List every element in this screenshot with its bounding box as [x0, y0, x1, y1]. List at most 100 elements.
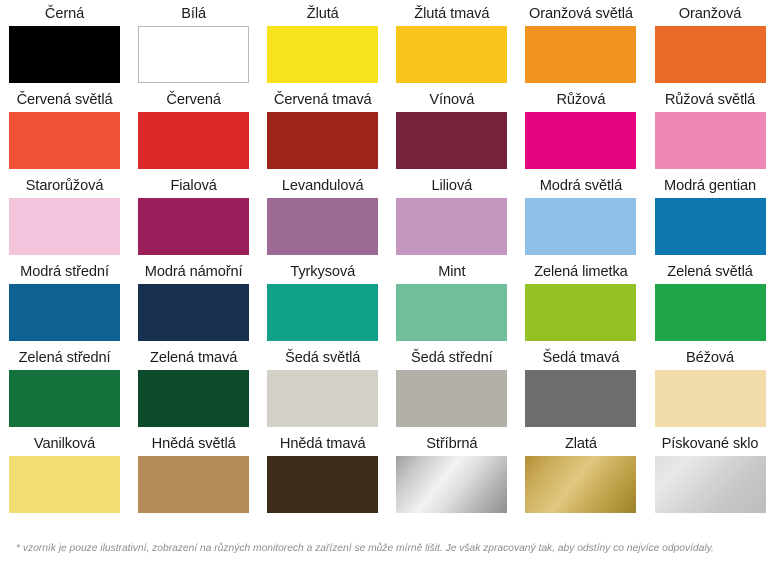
- swatch-cell[interactable]: Starorůžová: [0, 176, 129, 262]
- swatch-cell[interactable]: Hnědá světlá: [129, 434, 258, 520]
- swatch-chip[interactable]: [396, 112, 508, 169]
- swatch-chip[interactable]: [267, 456, 379, 513]
- swatch-chip[interactable]: [9, 198, 121, 255]
- swatch-cell[interactable]: Růžová světlá: [645, 90, 774, 176]
- swatch-cell[interactable]: Červená světlá: [0, 90, 129, 176]
- swatch-chip[interactable]: [396, 284, 508, 341]
- swatch-cell[interactable]: Tyrkysová: [258, 262, 387, 348]
- swatch-chip[interactable]: [654, 284, 766, 341]
- swatch-label: Levandulová: [281, 178, 364, 194]
- swatch-chip[interactable]: [9, 284, 121, 341]
- swatch-chip[interactable]: [525, 456, 637, 513]
- swatch-cell[interactable]: Modrá gentian: [645, 176, 774, 262]
- swatch-cell[interactable]: Stříbrná: [387, 434, 516, 520]
- swatch-cell[interactable]: Béžová: [645, 348, 774, 434]
- swatch-cell[interactable]: Zelená střední: [0, 348, 129, 434]
- swatch-cell[interactable]: Oranžová světlá: [516, 4, 645, 90]
- swatch-label: Zelená tmavá: [150, 350, 238, 366]
- swatch-cell[interactable]: Šedá světlá: [258, 348, 387, 434]
- swatch-label: Tyrkysová: [290, 264, 356, 280]
- swatch-label: Hnědá světlá: [151, 436, 236, 452]
- swatch-label: Červená světlá: [16, 92, 113, 108]
- swatch-cell[interactable]: Šedá tmavá: [516, 348, 645, 434]
- swatch-label: Růžová: [556, 92, 606, 108]
- swatch-cell[interactable]: Zelená limetka: [516, 262, 645, 348]
- swatch-label: Béžová: [685, 350, 735, 366]
- swatch-chip[interactable]: [267, 198, 379, 255]
- swatch-chip[interactable]: [525, 284, 637, 341]
- swatch-cell[interactable]: Vanilková: [0, 434, 129, 520]
- swatch-label: Modrá námořní: [144, 264, 243, 280]
- swatch-chip[interactable]: [396, 370, 508, 427]
- swatch-label: Oranžová: [678, 6, 742, 22]
- swatch-label: Liliová: [431, 178, 473, 194]
- swatch-chip[interactable]: [525, 198, 637, 255]
- swatch-chip[interactable]: [267, 284, 379, 341]
- swatch-label: Zelená světlá: [667, 264, 753, 280]
- swatch-cell[interactable]: Hnědá tmavá: [258, 434, 387, 520]
- swatch-cell[interactable]: Mint: [387, 262, 516, 348]
- swatch-cell[interactable]: Zelená světlá: [645, 262, 774, 348]
- swatch-chip[interactable]: [9, 112, 121, 169]
- swatch-chip[interactable]: [138, 370, 250, 427]
- swatch-cell[interactable]: Oranžová: [645, 4, 774, 90]
- swatch-label: Zelená limetka: [534, 264, 628, 280]
- swatch-chip[interactable]: [654, 456, 766, 513]
- swatch-chip[interactable]: [9, 456, 121, 513]
- swatch-cell[interactable]: Modrá světlá: [516, 176, 645, 262]
- swatch-cell[interactable]: Liliová: [387, 176, 516, 262]
- swatch-cell[interactable]: Červená tmavá: [258, 90, 387, 176]
- swatch-chip[interactable]: [138, 456, 250, 513]
- swatch-label: Šedá tmavá: [542, 350, 620, 366]
- swatch-label: Starorůžová: [25, 178, 104, 194]
- swatch-chip[interactable]: [9, 26, 121, 83]
- swatch-chip[interactable]: [138, 284, 250, 341]
- swatch-label: Černá: [44, 6, 85, 22]
- color-swatch-grid: Černá Bílá Žlutá Žlutá tmavá Oranžová světlá…: [0, 4, 774, 520]
- swatch-cell[interactable]: Zelená tmavá: [129, 348, 258, 434]
- swatch-label: Vínová: [429, 92, 475, 108]
- swatch-cell[interactable]: Černá: [0, 4, 129, 90]
- swatch-chip[interactable]: [396, 26, 508, 83]
- swatch-cell[interactable]: Fialová: [129, 176, 258, 262]
- swatch-cell[interactable]: Červená: [129, 90, 258, 176]
- swatch-cell[interactable]: Pískované sklo: [645, 434, 774, 520]
- swatch-cell[interactable]: Vínová: [387, 90, 516, 176]
- swatch-label: Zelená střední: [18, 350, 111, 366]
- swatch-label: Pískované sklo: [661, 436, 759, 452]
- swatch-chip[interactable]: [654, 112, 766, 169]
- swatch-chip[interactable]: [654, 198, 766, 255]
- swatch-cell[interactable]: Bílá: [129, 4, 258, 90]
- swatch-label: Mint: [438, 264, 466, 280]
- swatch-chip[interactable]: [525, 370, 637, 427]
- swatch-chip[interactable]: [9, 370, 121, 427]
- swatch-chip[interactable]: [138, 26, 250, 83]
- swatch-chip[interactable]: [525, 112, 637, 169]
- swatch-chip[interactable]: [267, 370, 379, 427]
- swatch-chip[interactable]: [396, 198, 508, 255]
- swatch-cell[interactable]: Modrá střední: [0, 262, 129, 348]
- swatch-label: Žlutá tmavá: [414, 6, 490, 22]
- swatch-label: Červená tmavá: [273, 92, 372, 108]
- swatch-chip[interactable]: [138, 112, 250, 169]
- swatch-chip[interactable]: [396, 456, 508, 513]
- swatch-chip[interactable]: [654, 370, 766, 427]
- swatch-label: Růžová světlá: [664, 92, 756, 108]
- swatch-cell[interactable]: Zlatá: [516, 434, 645, 520]
- swatch-cell[interactable]: Levandulová: [258, 176, 387, 262]
- swatch-chip[interactable]: [525, 26, 637, 83]
- swatch-cell[interactable]: Modrá námořní: [129, 262, 258, 348]
- swatch-chip[interactable]: [138, 198, 250, 255]
- swatch-cell[interactable]: Žlutá tmavá: [387, 4, 516, 90]
- swatch-label: Modrá světlá: [539, 178, 623, 194]
- swatch-chip[interactable]: [267, 112, 379, 169]
- swatch-cell[interactable]: Růžová: [516, 90, 645, 176]
- swatch-chip[interactable]: [267, 26, 379, 83]
- swatch-chip[interactable]: [654, 26, 766, 83]
- swatch-label: Červená: [166, 92, 221, 108]
- swatch-label: Zlatá: [564, 436, 597, 452]
- swatch-label: Vanilková: [33, 436, 96, 452]
- swatch-cell[interactable]: Šedá střední: [387, 348, 516, 434]
- swatch-cell[interactable]: Žlutá: [258, 4, 387, 90]
